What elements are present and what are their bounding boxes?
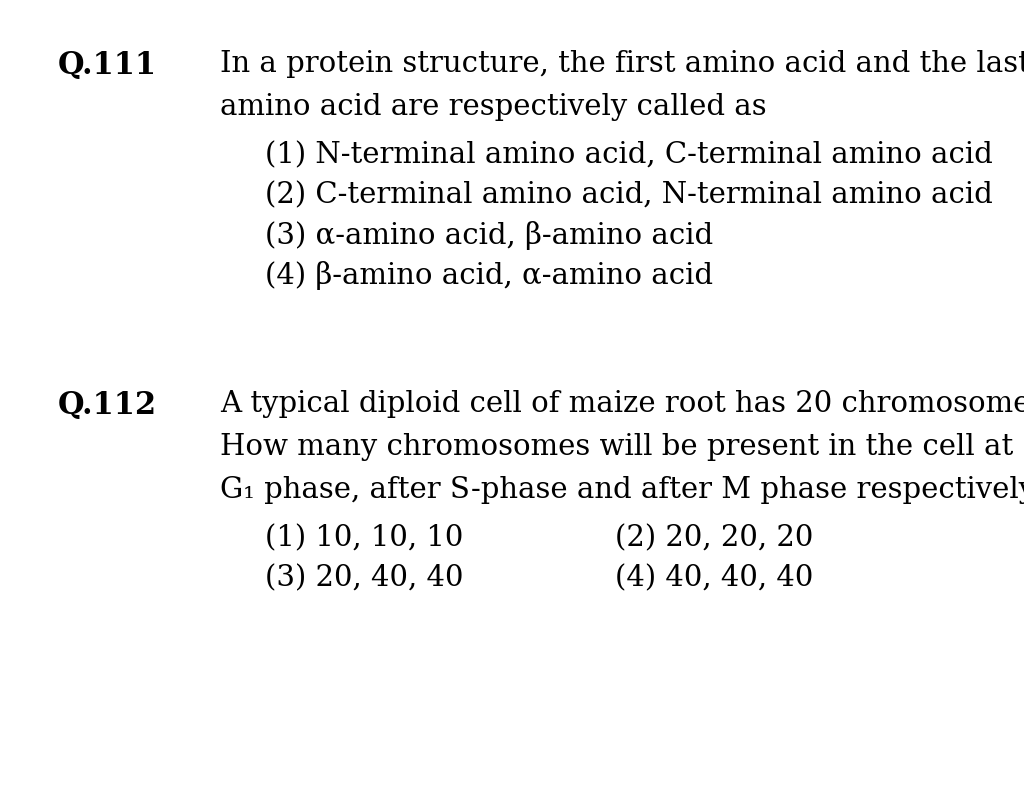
Text: (4) β-amino acid, α-amino acid: (4) β-amino acid, α-amino acid xyxy=(265,261,713,290)
Text: Q.111: Q.111 xyxy=(58,50,157,81)
Text: How many chromosomes will be present in the cell at: How many chromosomes will be present in … xyxy=(220,433,1014,461)
Text: In a protein structure, the first amino acid and the last: In a protein structure, the first amino … xyxy=(220,50,1024,78)
Text: G₁ phase, after S-phase and after M phase respectively?: G₁ phase, after S-phase and after M phas… xyxy=(220,476,1024,504)
Text: (2) C-terminal amino acid, N-terminal amino acid: (2) C-terminal amino acid, N-terminal am… xyxy=(265,181,992,209)
Text: (3) α-amino acid, β-amino acid: (3) α-amino acid, β-amino acid xyxy=(265,221,713,250)
Text: Q.112: Q.112 xyxy=(58,390,157,421)
Text: (2) 20, 20, 20: (2) 20, 20, 20 xyxy=(615,524,813,552)
Text: A typical diploid cell of maize root has 20 chromosomes.: A typical diploid cell of maize root has… xyxy=(220,390,1024,418)
Text: (1) N-terminal amino acid, C-terminal amino acid: (1) N-terminal amino acid, C-terminal am… xyxy=(265,141,992,169)
Text: (3) 20, 40, 40: (3) 20, 40, 40 xyxy=(265,564,464,592)
Text: amino acid are respectively called as: amino acid are respectively called as xyxy=(220,93,767,121)
Text: (4) 40, 40, 40: (4) 40, 40, 40 xyxy=(615,564,813,592)
Text: (1) 10, 10, 10: (1) 10, 10, 10 xyxy=(265,524,464,552)
